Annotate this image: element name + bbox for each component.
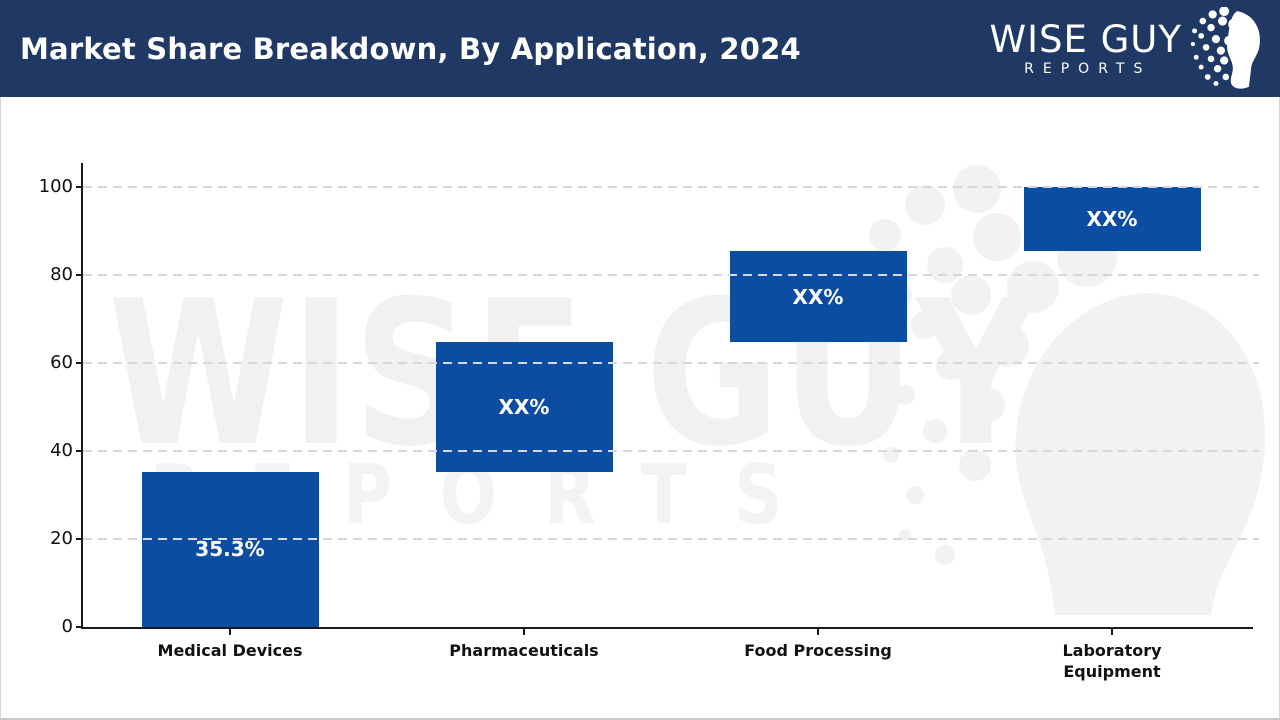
watermark-dotted-head-icon (869, 165, 1266, 615)
bar-food-processing: XX% (729, 250, 907, 343)
x-tick-pharmaceuticals (523, 627, 525, 635)
x-category-label-laboratory-equipment: Laboratory Equipment (1062, 641, 1162, 681)
dotted-head-logo-icon (1190, 6, 1260, 89)
y-tick-label-20: 20 (50, 528, 73, 549)
y-tick-label-80: 80 (50, 264, 73, 285)
gridline-20 (83, 538, 1259, 540)
y-tick-label-100: 100 (38, 176, 73, 197)
bar-value-label: XX% (792, 284, 844, 309)
bar-value-label: 35.3% (195, 537, 265, 562)
page-border-left (0, 97, 1, 720)
x-tick-medical-devices (229, 627, 231, 635)
bar-value-label: XX% (1086, 206, 1138, 231)
y-tick-label-60: 60 (50, 352, 73, 373)
y-tick-label-40: 40 (50, 440, 73, 461)
header-bar: Market Share Breakdown, By Application, … (0, 0, 1280, 97)
y-tick-label-0: 0 (61, 616, 73, 637)
x-axis-line (81, 627, 1253, 629)
bar-value-label: XX% (498, 394, 550, 419)
y-tick-0 (76, 626, 83, 628)
y-tick-100 (76, 186, 83, 188)
x-category-label-food-processing: Food Processing (744, 641, 892, 660)
gridline-100 (83, 186, 1259, 188)
brand-logo-text: WISE GUY REPORTS (990, 21, 1182, 76)
y-tick-60 (76, 362, 83, 364)
x-category-label-pharmaceuticals: Pharmaceuticals (449, 641, 599, 660)
page-border-bottom (0, 718, 1280, 720)
brand-name: WISE GUY (989, 18, 1182, 61)
page-title: Market Share Breakdown, By Application, … (20, 31, 801, 66)
gridline-80 (83, 274, 1259, 276)
x-category-label-medical-devices: Medical Devices (157, 641, 303, 660)
y-axis-line (81, 163, 83, 629)
y-tick-40 (76, 450, 83, 452)
x-tick-laboratory-equipment (1111, 627, 1113, 635)
gridline-60 (83, 362, 1259, 364)
bar-laboratory-equipment: XX% (1023, 187, 1201, 251)
y-tick-20 (76, 538, 83, 540)
brand-logo: WISE GUY REPORTS (990, 6, 1262, 91)
brand-subname: REPORTS (1024, 61, 1152, 77)
gridline-40 (83, 450, 1259, 452)
x-tick-food-processing (817, 627, 819, 635)
bar-medical-devices: 35.3% (141, 471, 319, 627)
y-tick-80 (76, 274, 83, 276)
